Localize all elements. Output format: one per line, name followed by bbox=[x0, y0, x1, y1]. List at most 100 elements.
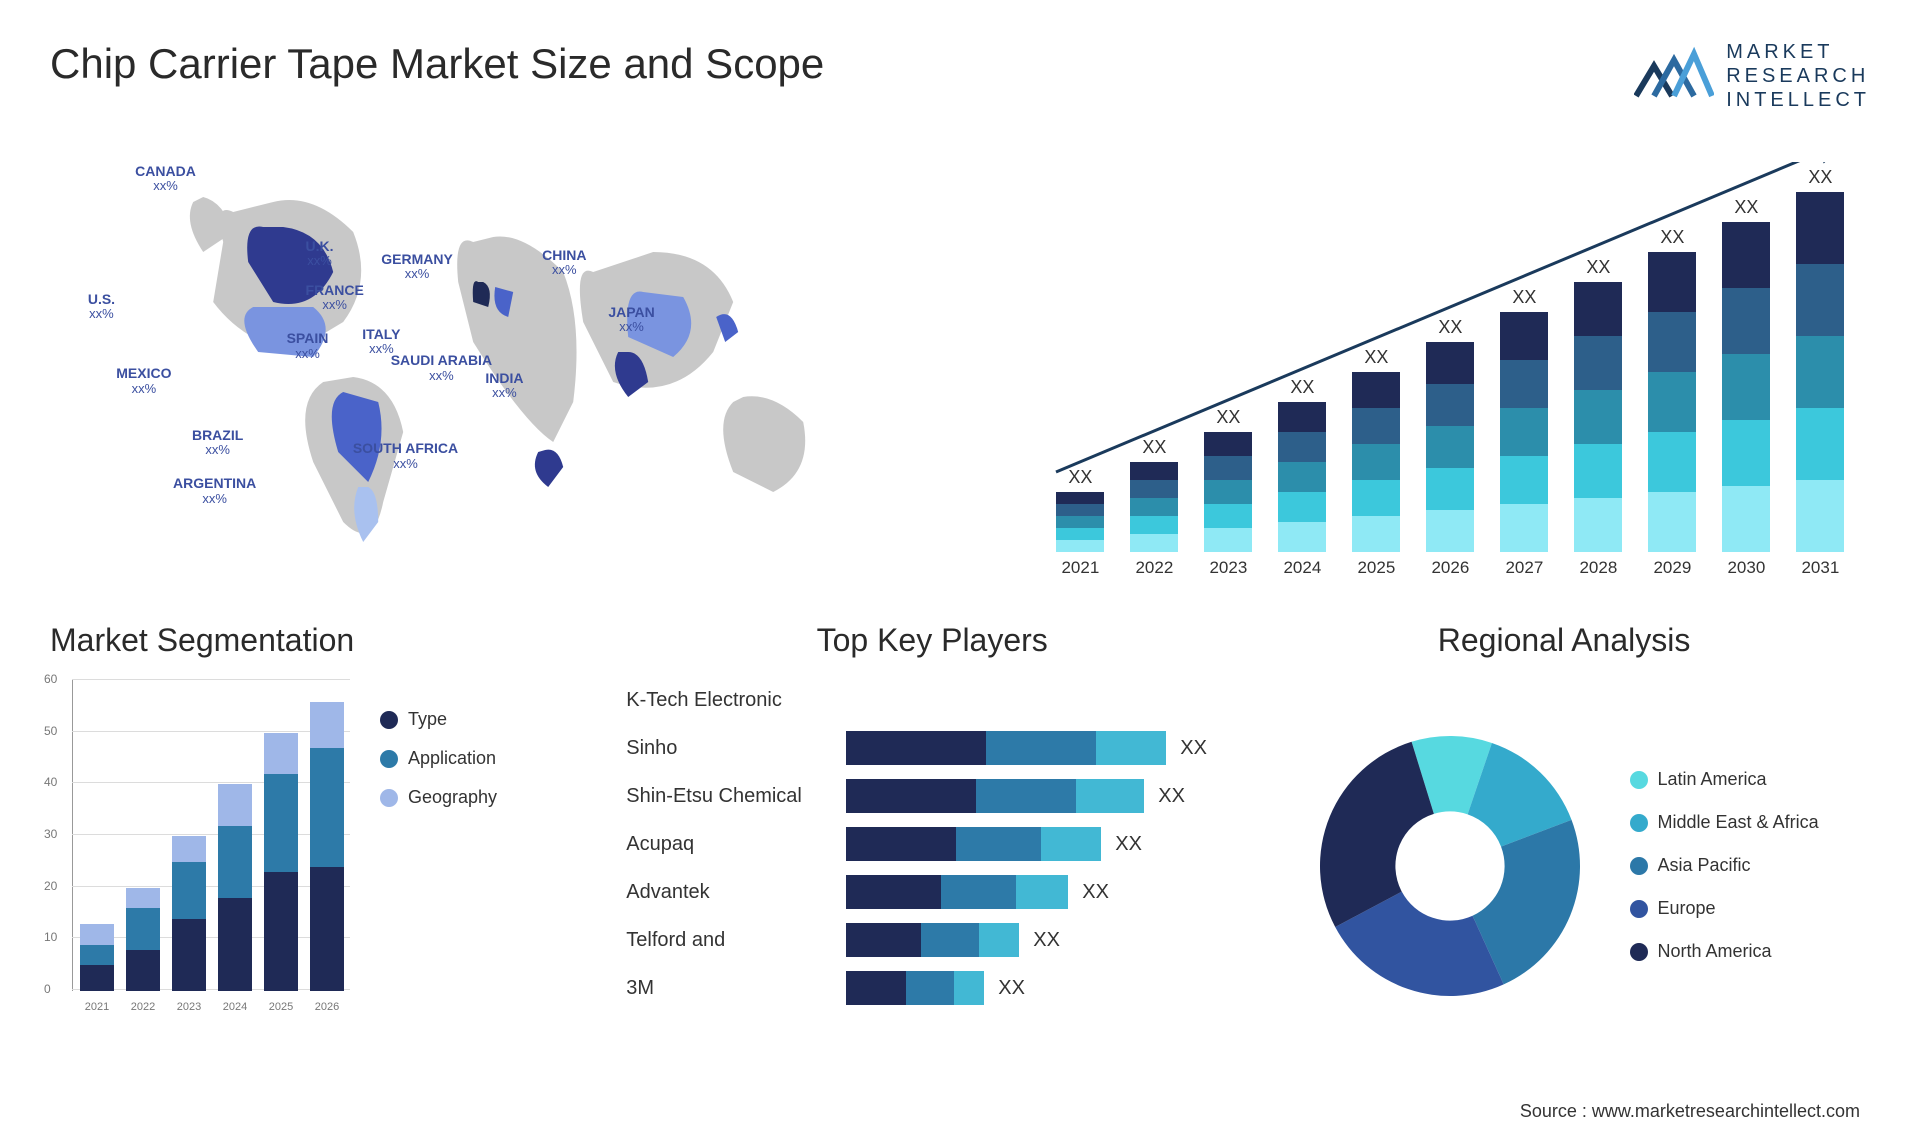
key-player-name: Sinho bbox=[626, 737, 846, 760]
seg-bar bbox=[310, 702, 344, 991]
key-player-value: XX bbox=[1082, 881, 1109, 904]
seg-bar bbox=[264, 733, 298, 991]
key-player-bar bbox=[846, 779, 1144, 813]
seg-bar bbox=[126, 888, 160, 991]
key-player-name: K-Tech Electronic bbox=[626, 689, 846, 712]
forecast-bar-value: XX bbox=[1720, 197, 1772, 218]
forecast-bar-xlabel: 2021 bbox=[1054, 558, 1106, 578]
map-label: MEXICOxx% bbox=[116, 366, 171, 396]
forecast-bar bbox=[1204, 432, 1252, 552]
seg-bar bbox=[218, 784, 252, 991]
forecast-bar-xlabel: 2030 bbox=[1720, 558, 1772, 578]
key-players-chart: K-Tech Electronic Sinho XX Shin-Etsu Chemic… bbox=[626, 679, 1238, 1009]
map-label: SAUDI ARABIAxx% bbox=[391, 353, 492, 383]
key-player-value: XX bbox=[1115, 833, 1142, 856]
logo-icon bbox=[1634, 46, 1714, 106]
key-player-value: XX bbox=[1180, 737, 1207, 760]
logo-line1: MARKET bbox=[1726, 40, 1870, 64]
forecast-bar-value: XX bbox=[1128, 437, 1180, 458]
legend-item: Latin America bbox=[1630, 769, 1819, 790]
key-player-row: AdvantekXX bbox=[626, 871, 1238, 913]
key-player-row: Sinho XX bbox=[626, 727, 1238, 769]
forecast-bar bbox=[1648, 252, 1696, 552]
forecast-bar-value: XX bbox=[1276, 377, 1328, 398]
seg-xlabel: 2025 bbox=[261, 1001, 301, 1013]
map-label: U.S.xx% bbox=[88, 292, 115, 322]
forecast-bar-xlabel: 2027 bbox=[1498, 558, 1550, 578]
map-label: GERMANYxx% bbox=[381, 252, 453, 282]
forecast-bar-xlabel: 2028 bbox=[1572, 558, 1624, 578]
key-player-row: K-Tech Electronic bbox=[626, 679, 1238, 721]
forecast-bar-xlabel: 2026 bbox=[1424, 558, 1476, 578]
seg-bar bbox=[80, 924, 114, 991]
segmentation-title: Market Segmentation bbox=[50, 622, 606, 659]
map-label: SPAINxx% bbox=[287, 331, 329, 361]
legend-item: Application bbox=[380, 748, 497, 769]
seg-ytick: 30 bbox=[44, 827, 57, 841]
key-player-row: Telford and XX bbox=[626, 919, 1238, 961]
forecast-bar-value: XX bbox=[1572, 257, 1624, 278]
forecast-bar bbox=[1722, 222, 1770, 552]
legend-item: Middle East & Africa bbox=[1630, 812, 1819, 833]
segmentation-panel: Market Segmentation 01020304050602021202… bbox=[50, 622, 606, 1052]
seg-ytick: 60 bbox=[44, 672, 57, 686]
map-label: U.K.xx% bbox=[306, 239, 334, 269]
map-label: ARGENTINAxx% bbox=[173, 476, 256, 506]
segmentation-chart: 0102030405060202120222023202420252026 bbox=[50, 679, 350, 1009]
forecast-bar-xlabel: 2029 bbox=[1646, 558, 1698, 578]
regional-title: Regional Analysis bbox=[1258, 622, 1870, 659]
source-attribution: Source : www.marketresearchintellect.com bbox=[1520, 1101, 1860, 1122]
forecast-bar-xlabel: 2024 bbox=[1276, 558, 1328, 578]
forecast-bar-value: XX bbox=[1794, 167, 1846, 188]
map-label: SOUTH AFRICAxx% bbox=[353, 441, 458, 471]
forecast-bar-value: XX bbox=[1646, 227, 1698, 248]
seg-ytick: 20 bbox=[44, 879, 57, 893]
seg-xlabel: 2023 bbox=[169, 1001, 209, 1013]
world-map-panel: CANADAxx% U.S.xx% MEXICOxx% BRAZILxx% ARGENT… bbox=[50, 142, 996, 582]
page-title: Chip Carrier Tape Market Size and Scope bbox=[50, 40, 824, 88]
key-player-name: Telford and bbox=[626, 929, 846, 952]
seg-ytick: 50 bbox=[44, 724, 57, 738]
seg-ytick: 10 bbox=[44, 930, 57, 944]
forecast-bar-chart: 2021XX2022XX2023XX2024XX2025XX2026XX2027… bbox=[1026, 142, 1870, 582]
forecast-bar bbox=[1426, 342, 1474, 552]
forecast-bar-value: XX bbox=[1202, 407, 1254, 428]
key-players-panel: Top Key Players K-Tech ElectronicSinhoXX… bbox=[626, 622, 1238, 1052]
map-label: CHINAxx% bbox=[542, 248, 586, 278]
forecast-bar bbox=[1796, 192, 1844, 552]
seg-xlabel: 2024 bbox=[215, 1001, 255, 1013]
key-player-value: XX bbox=[1033, 929, 1060, 952]
key-player-row: 3M XX bbox=[626, 967, 1238, 1009]
donut-slice bbox=[1320, 741, 1434, 926]
forecast-bar-value: XX bbox=[1498, 287, 1550, 308]
map-label: BRAZILxx% bbox=[192, 428, 243, 458]
world-map bbox=[50, 142, 996, 582]
key-player-bar bbox=[846, 827, 1101, 861]
regional-legend: Latin AmericaMiddle East & AfricaAsia Pa… bbox=[1630, 769, 1819, 962]
key-player-name: Shin-Etsu Chemical bbox=[626, 785, 846, 808]
map-label: INDIAxx% bbox=[485, 371, 523, 401]
key-player-bar bbox=[846, 731, 1166, 765]
legend-item: Geography bbox=[380, 787, 497, 808]
key-player-value: XX bbox=[998, 977, 1025, 1000]
key-player-name: Acupaq bbox=[626, 833, 846, 856]
forecast-bar bbox=[1352, 372, 1400, 552]
seg-xlabel: 2026 bbox=[307, 1001, 347, 1013]
regional-donut-chart bbox=[1310, 726, 1590, 1006]
forecast-bar-xlabel: 2023 bbox=[1202, 558, 1254, 578]
forecast-bar-value: XX bbox=[1054, 467, 1106, 488]
key-player-name: 3M bbox=[626, 977, 846, 1000]
seg-xlabel: 2021 bbox=[77, 1001, 117, 1013]
legend-item: Type bbox=[380, 709, 497, 730]
forecast-bar-xlabel: 2022 bbox=[1128, 558, 1180, 578]
forecast-bar-xlabel: 2031 bbox=[1794, 558, 1846, 578]
seg-xlabel: 2022 bbox=[123, 1001, 163, 1013]
forecast-bar bbox=[1574, 282, 1622, 552]
forecast-bar bbox=[1278, 402, 1326, 552]
logo-line2: RESEARCH bbox=[1726, 64, 1870, 88]
map-label: CANADAxx% bbox=[135, 164, 196, 194]
forecast-bar bbox=[1056, 492, 1104, 552]
forecast-bar-value: XX bbox=[1424, 317, 1476, 338]
seg-bar bbox=[172, 836, 206, 991]
key-player-bar bbox=[846, 875, 1068, 909]
